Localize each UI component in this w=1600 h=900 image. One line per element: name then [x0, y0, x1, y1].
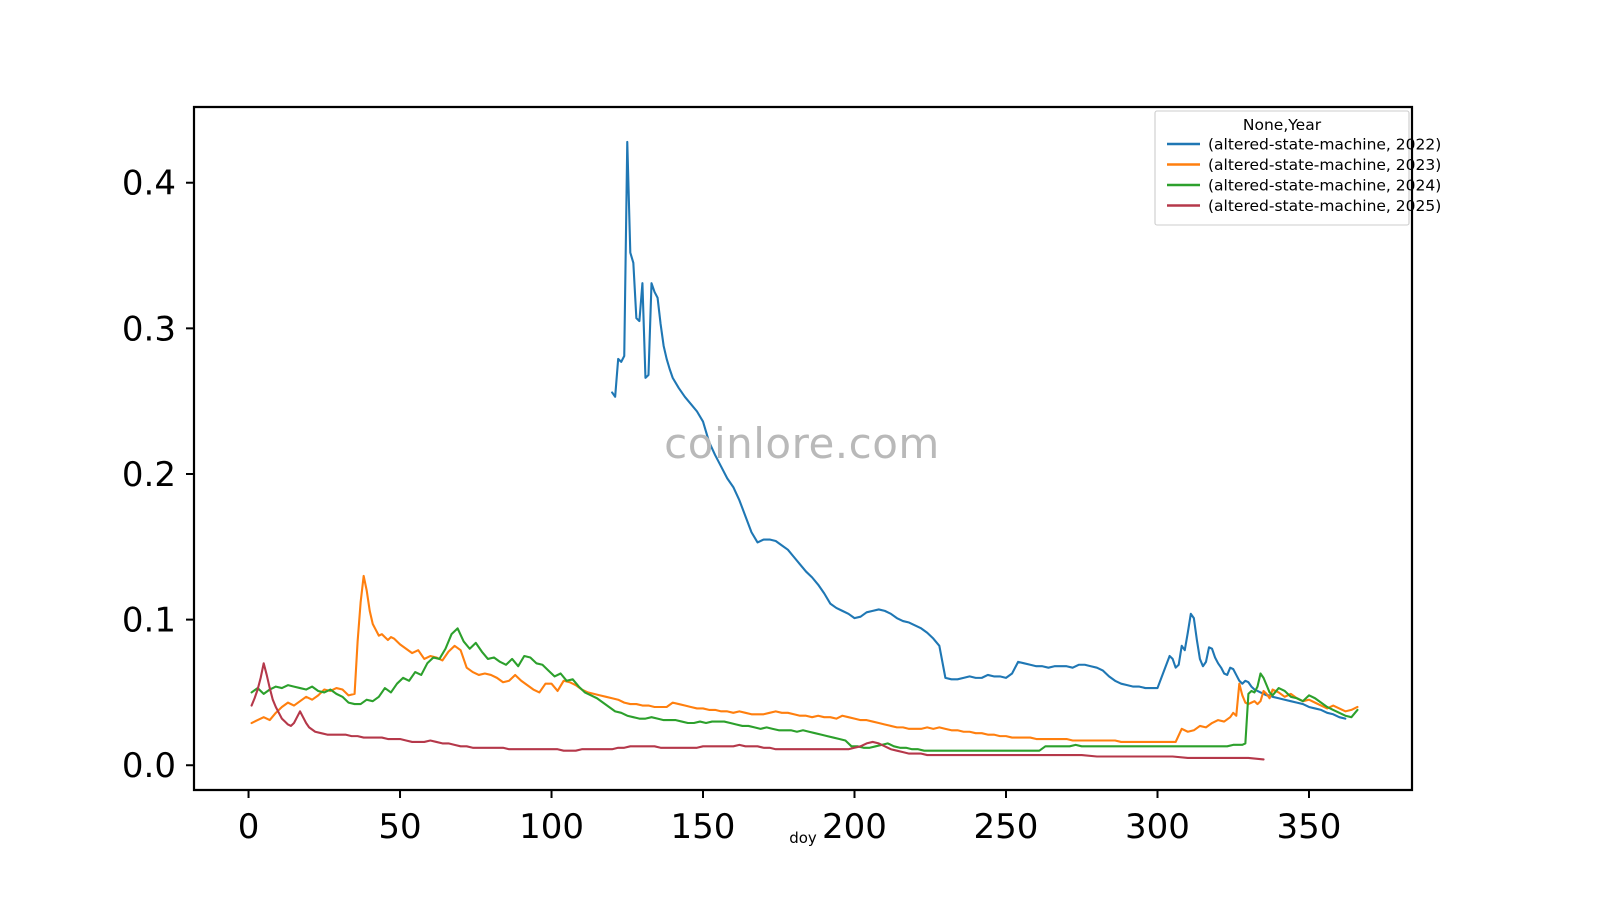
- y-tick-label: 0.4: [122, 164, 176, 204]
- y-tick-label: 0.2: [122, 455, 176, 495]
- series-line-4: [250, 662, 1265, 761]
- x-tick-label: 100: [519, 807, 584, 847]
- x-axis-title: doy: [789, 829, 817, 847]
- watermark-label: coinlore.com: [664, 419, 940, 468]
- x-tick-label: 150: [671, 807, 736, 847]
- series-line-2: [250, 574, 1359, 743]
- axes-frame: [192, 105, 1414, 792]
- legend-label-1: (altered-state-machine, 2022): [1208, 136, 1441, 154]
- x-tick-label: 200: [822, 807, 887, 847]
- legend-title: None,Year: [1243, 116, 1322, 134]
- axes-group: 0.0 0.1 0.2 0.3 0.4 0 50 100 150 200 250 300 350: [122, 105, 1414, 847]
- legend-label-2: (altered-state-machine, 2023): [1208, 156, 1441, 174]
- x-tick-label: 50: [378, 807, 421, 847]
- y-tick-label: 0.1: [122, 601, 176, 641]
- series-line-1: [611, 140, 1347, 720]
- x-tick-label: 250: [974, 807, 1039, 847]
- chart-legend: None,Year (altered-state-machine, 2022) (a…: [1154, 110, 1441, 226]
- y-tick-label: 0.0: [122, 746, 176, 786]
- legend-label-3: (altered-state-machine, 2024): [1208, 177, 1441, 195]
- legend-label-4: (altered-state-machine, 2025): [1208, 197, 1441, 215]
- y-tick-label: 0.3: [122, 309, 176, 349]
- x-tick-label: 350: [1277, 807, 1342, 847]
- legend-box: [1154, 110, 1410, 226]
- series-line-3: [250, 627, 1359, 752]
- series-group: [250, 140, 1359, 761]
- x-tick-label: 0: [238, 807, 260, 847]
- x-tick-label: 300: [1125, 807, 1190, 847]
